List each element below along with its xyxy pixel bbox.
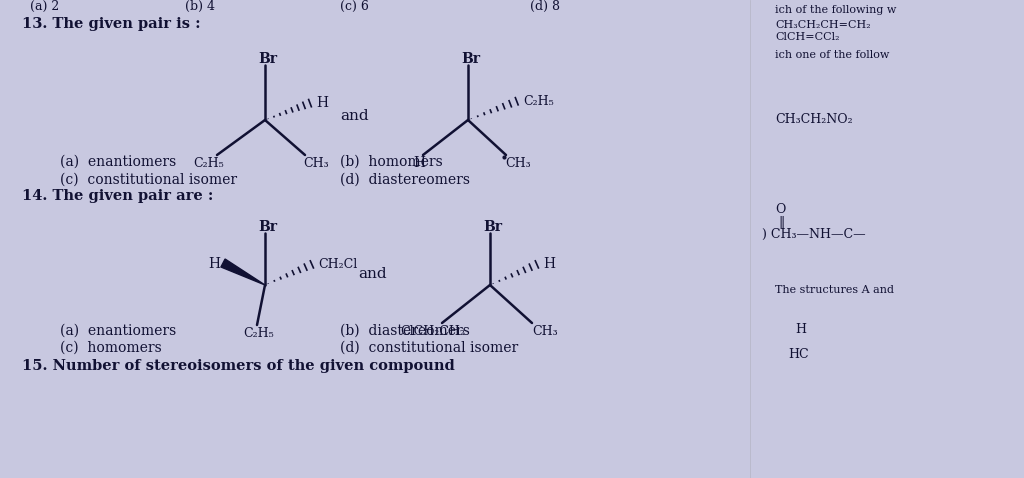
Text: ClCH=CCl₂: ClCH=CCl₂ [775, 32, 840, 42]
Text: CH₃CH₂NO₂: CH₃CH₂NO₂ [775, 113, 853, 126]
Text: 13. The given pair is :: 13. The given pair is : [22, 17, 201, 31]
Text: HC: HC [788, 348, 809, 361]
Text: CH₃CH₂CH=CH₂: CH₃CH₂CH=CH₂ [775, 20, 870, 30]
Text: The structures A and: The structures A and [775, 285, 897, 295]
Text: (b) 4: (b) 4 [185, 0, 215, 13]
Text: (d)  diastereomers: (d) diastereomers [340, 173, 470, 187]
Text: (c)  constitutional isomer: (c) constitutional isomer [60, 173, 238, 187]
Text: (a)  enantiomers: (a) enantiomers [60, 155, 176, 169]
Text: CH₃: CH₃ [303, 157, 329, 170]
Text: CH₃: CH₃ [505, 157, 530, 170]
Text: Br: Br [258, 52, 278, 66]
Text: (d) 8: (d) 8 [530, 0, 560, 13]
Text: (a) 2: (a) 2 [30, 0, 59, 13]
Text: H: H [543, 257, 555, 271]
Text: (c)  homomers: (c) homomers [60, 341, 162, 355]
Text: and: and [358, 267, 387, 281]
Text: 14. The given pair are :: 14. The given pair are : [22, 189, 213, 203]
Text: (a)  enantiomers: (a) enantiomers [60, 324, 176, 338]
Text: H: H [413, 156, 425, 170]
Text: (d)  constitutional isomer: (d) constitutional isomer [340, 341, 518, 355]
Text: (b)  diastereomers: (b) diastereomers [340, 324, 470, 338]
Text: C₂H₅: C₂H₅ [193, 157, 224, 170]
Text: ClCH₂CH₂: ClCH₂CH₂ [400, 325, 465, 338]
Text: Br: Br [258, 220, 278, 234]
Polygon shape [221, 259, 265, 285]
Text: 15. Number of stereoisomers of the given compound: 15. Number of stereoisomers of the given… [22, 359, 455, 373]
Text: (b)  homomers: (b) homomers [340, 155, 442, 169]
Text: C₂H₅: C₂H₅ [523, 95, 554, 108]
Text: C₂H₅: C₂H₅ [243, 327, 273, 340]
Text: O: O [775, 203, 785, 216]
Text: ) CH₃—NH—C—: ) CH₃—NH—C— [762, 228, 865, 241]
Text: CH₃: CH₃ [532, 325, 558, 338]
Text: H: H [795, 323, 806, 336]
Text: (c) 6: (c) 6 [340, 0, 369, 13]
Text: ‖: ‖ [778, 216, 784, 229]
Text: Br: Br [483, 220, 502, 234]
Text: H: H [208, 257, 220, 271]
Text: ich of the following w: ich of the following w [775, 5, 896, 15]
Text: ich one of the follow: ich one of the follow [775, 50, 890, 60]
Text: CH₂Cl: CH₂Cl [318, 258, 357, 271]
Text: H: H [316, 96, 328, 110]
Text: Br: Br [461, 52, 480, 66]
Text: and: and [340, 109, 369, 123]
